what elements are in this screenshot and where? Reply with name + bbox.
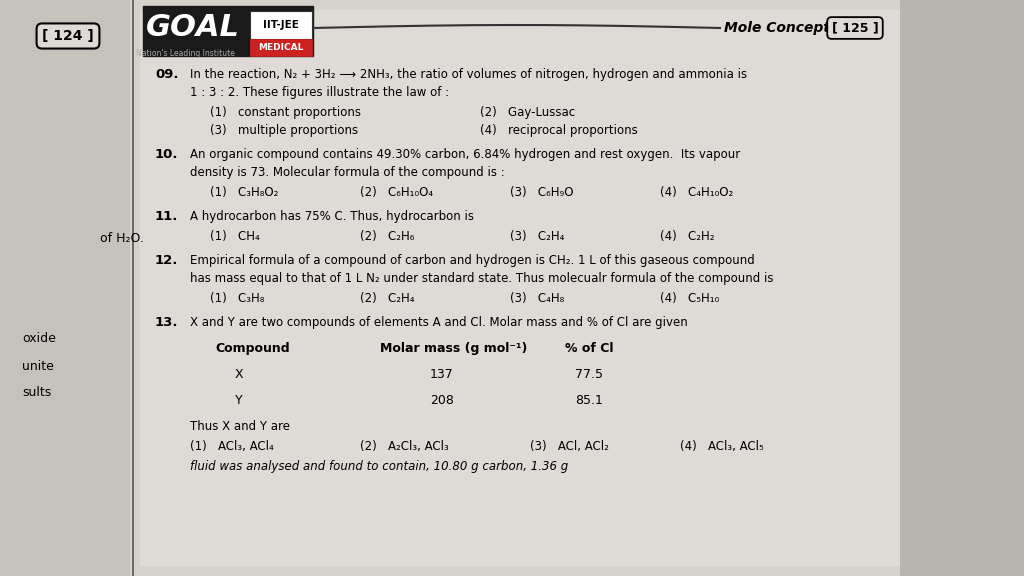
Text: 208: 208 [430, 394, 454, 407]
Text: 11.: 11. [155, 210, 178, 223]
Text: X and Y are two compounds of elements A and Cl. Molar mass and % of Cl are given: X and Y are two compounds of elements A … [190, 316, 688, 329]
Text: 85.1: 85.1 [575, 394, 603, 407]
Text: (1)   constant proportions: (1) constant proportions [210, 106, 361, 119]
Text: (3)   C₂H₄: (3) C₂H₄ [510, 230, 564, 243]
Text: oxide: oxide [22, 332, 56, 344]
Text: (2)   Gay-Lussac: (2) Gay-Lussac [480, 106, 575, 119]
Text: IIT-JEE: IIT-JEE [263, 20, 299, 30]
Text: Thus X and Y are: Thus X and Y are [190, 420, 290, 433]
Text: Compound: Compound [215, 342, 290, 355]
Text: (4)   C₂H₂: (4) C₂H₂ [660, 230, 715, 243]
Text: Mole Concept: Mole Concept [724, 21, 829, 35]
Text: Y: Y [234, 394, 243, 407]
Bar [250, 39, 312, 56]
Text: (3)   C₄H₈: (3) C₄H₈ [510, 292, 564, 305]
Bar [0, 0, 130, 576]
Text: sults: sults [22, 386, 51, 400]
Text: (4)   C₄H₁₀O₂: (4) C₄H₁₀O₂ [660, 186, 733, 199]
Text: Nation's Leading Institute: Nation's Leading Institute [135, 48, 234, 58]
Text: An organic compound contains 49.30% carbon, 6.84% hydrogen and rest oxygen.  Its: An organic compound contains 49.30% carb… [190, 148, 740, 161]
Text: (2)   A₂Cl₃, ACl₃: (2) A₂Cl₃, ACl₃ [360, 440, 449, 453]
Text: In the reaction, N₂ + 3H₂ ⟶ 2NH₃, the ratio of volumes of nitrogen, hydrogen and: In the reaction, N₂ + 3H₂ ⟶ 2NH₃, the ra… [190, 68, 748, 81]
Text: (1)   ACl₃, ACl₄: (1) ACl₃, ACl₄ [190, 440, 273, 453]
Bar [900, 0, 1024, 576]
Text: (2)   C₆H₁₀O₄: (2) C₆H₁₀O₄ [360, 186, 433, 199]
Text: (1)   CH₄: (1) CH₄ [210, 230, 260, 243]
Text: MEDICAL: MEDICAL [258, 44, 304, 52]
Text: [ 125 ]: [ 125 ] [831, 21, 879, 35]
Text: 10.: 10. [155, 148, 178, 161]
Text: (2)   C₂H₄: (2) C₂H₄ [360, 292, 415, 305]
Text: 77.5: 77.5 [575, 368, 603, 381]
Text: Molar mass (g mol⁻¹): Molar mass (g mol⁻¹) [380, 342, 527, 355]
Text: (3)   C₆H₉O: (3) C₆H₉O [510, 186, 573, 199]
Text: % of Cl: % of Cl [565, 342, 613, 355]
Text: (3)   multiple proportions: (3) multiple proportions [210, 124, 358, 137]
Text: 1 : 3 : 2. These figures illustrate the law of :: 1 : 3 : 2. These figures illustrate the … [190, 86, 450, 99]
Text: of H₂O.: of H₂O. [100, 232, 144, 244]
Text: (1)   C₃H₈: (1) C₃H₈ [210, 292, 264, 305]
Text: 137: 137 [430, 368, 454, 381]
Text: has mass equal to that of 1 L N₂ under standard state. Thus molecualr formula of: has mass equal to that of 1 L N₂ under s… [190, 272, 773, 285]
Text: 13.: 13. [155, 316, 178, 329]
Text: [ 124 ]: [ 124 ] [42, 29, 94, 43]
Text: (2)   C₂H₆: (2) C₂H₆ [360, 230, 415, 243]
Text: 09.: 09. [155, 68, 178, 81]
Bar [140, 10, 900, 566]
Bar [130, 0, 1024, 576]
Text: unite: unite [22, 359, 54, 373]
Text: (4)   C₅H₁₀: (4) C₅H₁₀ [660, 292, 719, 305]
Bar [250, 11, 312, 39]
Text: (3)   ACl, ACl₂: (3) ACl, ACl₂ [530, 440, 609, 453]
Text: fluid was analysed and found to contain, 10.80 g carbon, 1.36 g: fluid was analysed and found to contain,… [190, 460, 568, 473]
Text: (1)   C₃H₈O₂: (1) C₃H₈O₂ [210, 186, 279, 199]
Text: (4)   reciprocal proportions: (4) reciprocal proportions [480, 124, 638, 137]
Bar [143, 6, 313, 56]
Text: 12.: 12. [155, 254, 178, 267]
Text: A hydrocarbon has 75% C. Thus, hydrocarbon is: A hydrocarbon has 75% C. Thus, hydrocarb… [190, 210, 474, 223]
Text: density is 73. Molecular formula of the compound is :: density is 73. Molecular formula of the … [190, 166, 505, 179]
Text: X: X [234, 368, 244, 381]
Text: (4)   ACl₃, ACl₅: (4) ACl₃, ACl₅ [680, 440, 764, 453]
Text: Empirical formula of a compound of carbon and hydrogen is CH₂. 1 L of this gaseo: Empirical formula of a compound of carbo… [190, 254, 755, 267]
Text: GOAL: GOAL [146, 13, 240, 43]
